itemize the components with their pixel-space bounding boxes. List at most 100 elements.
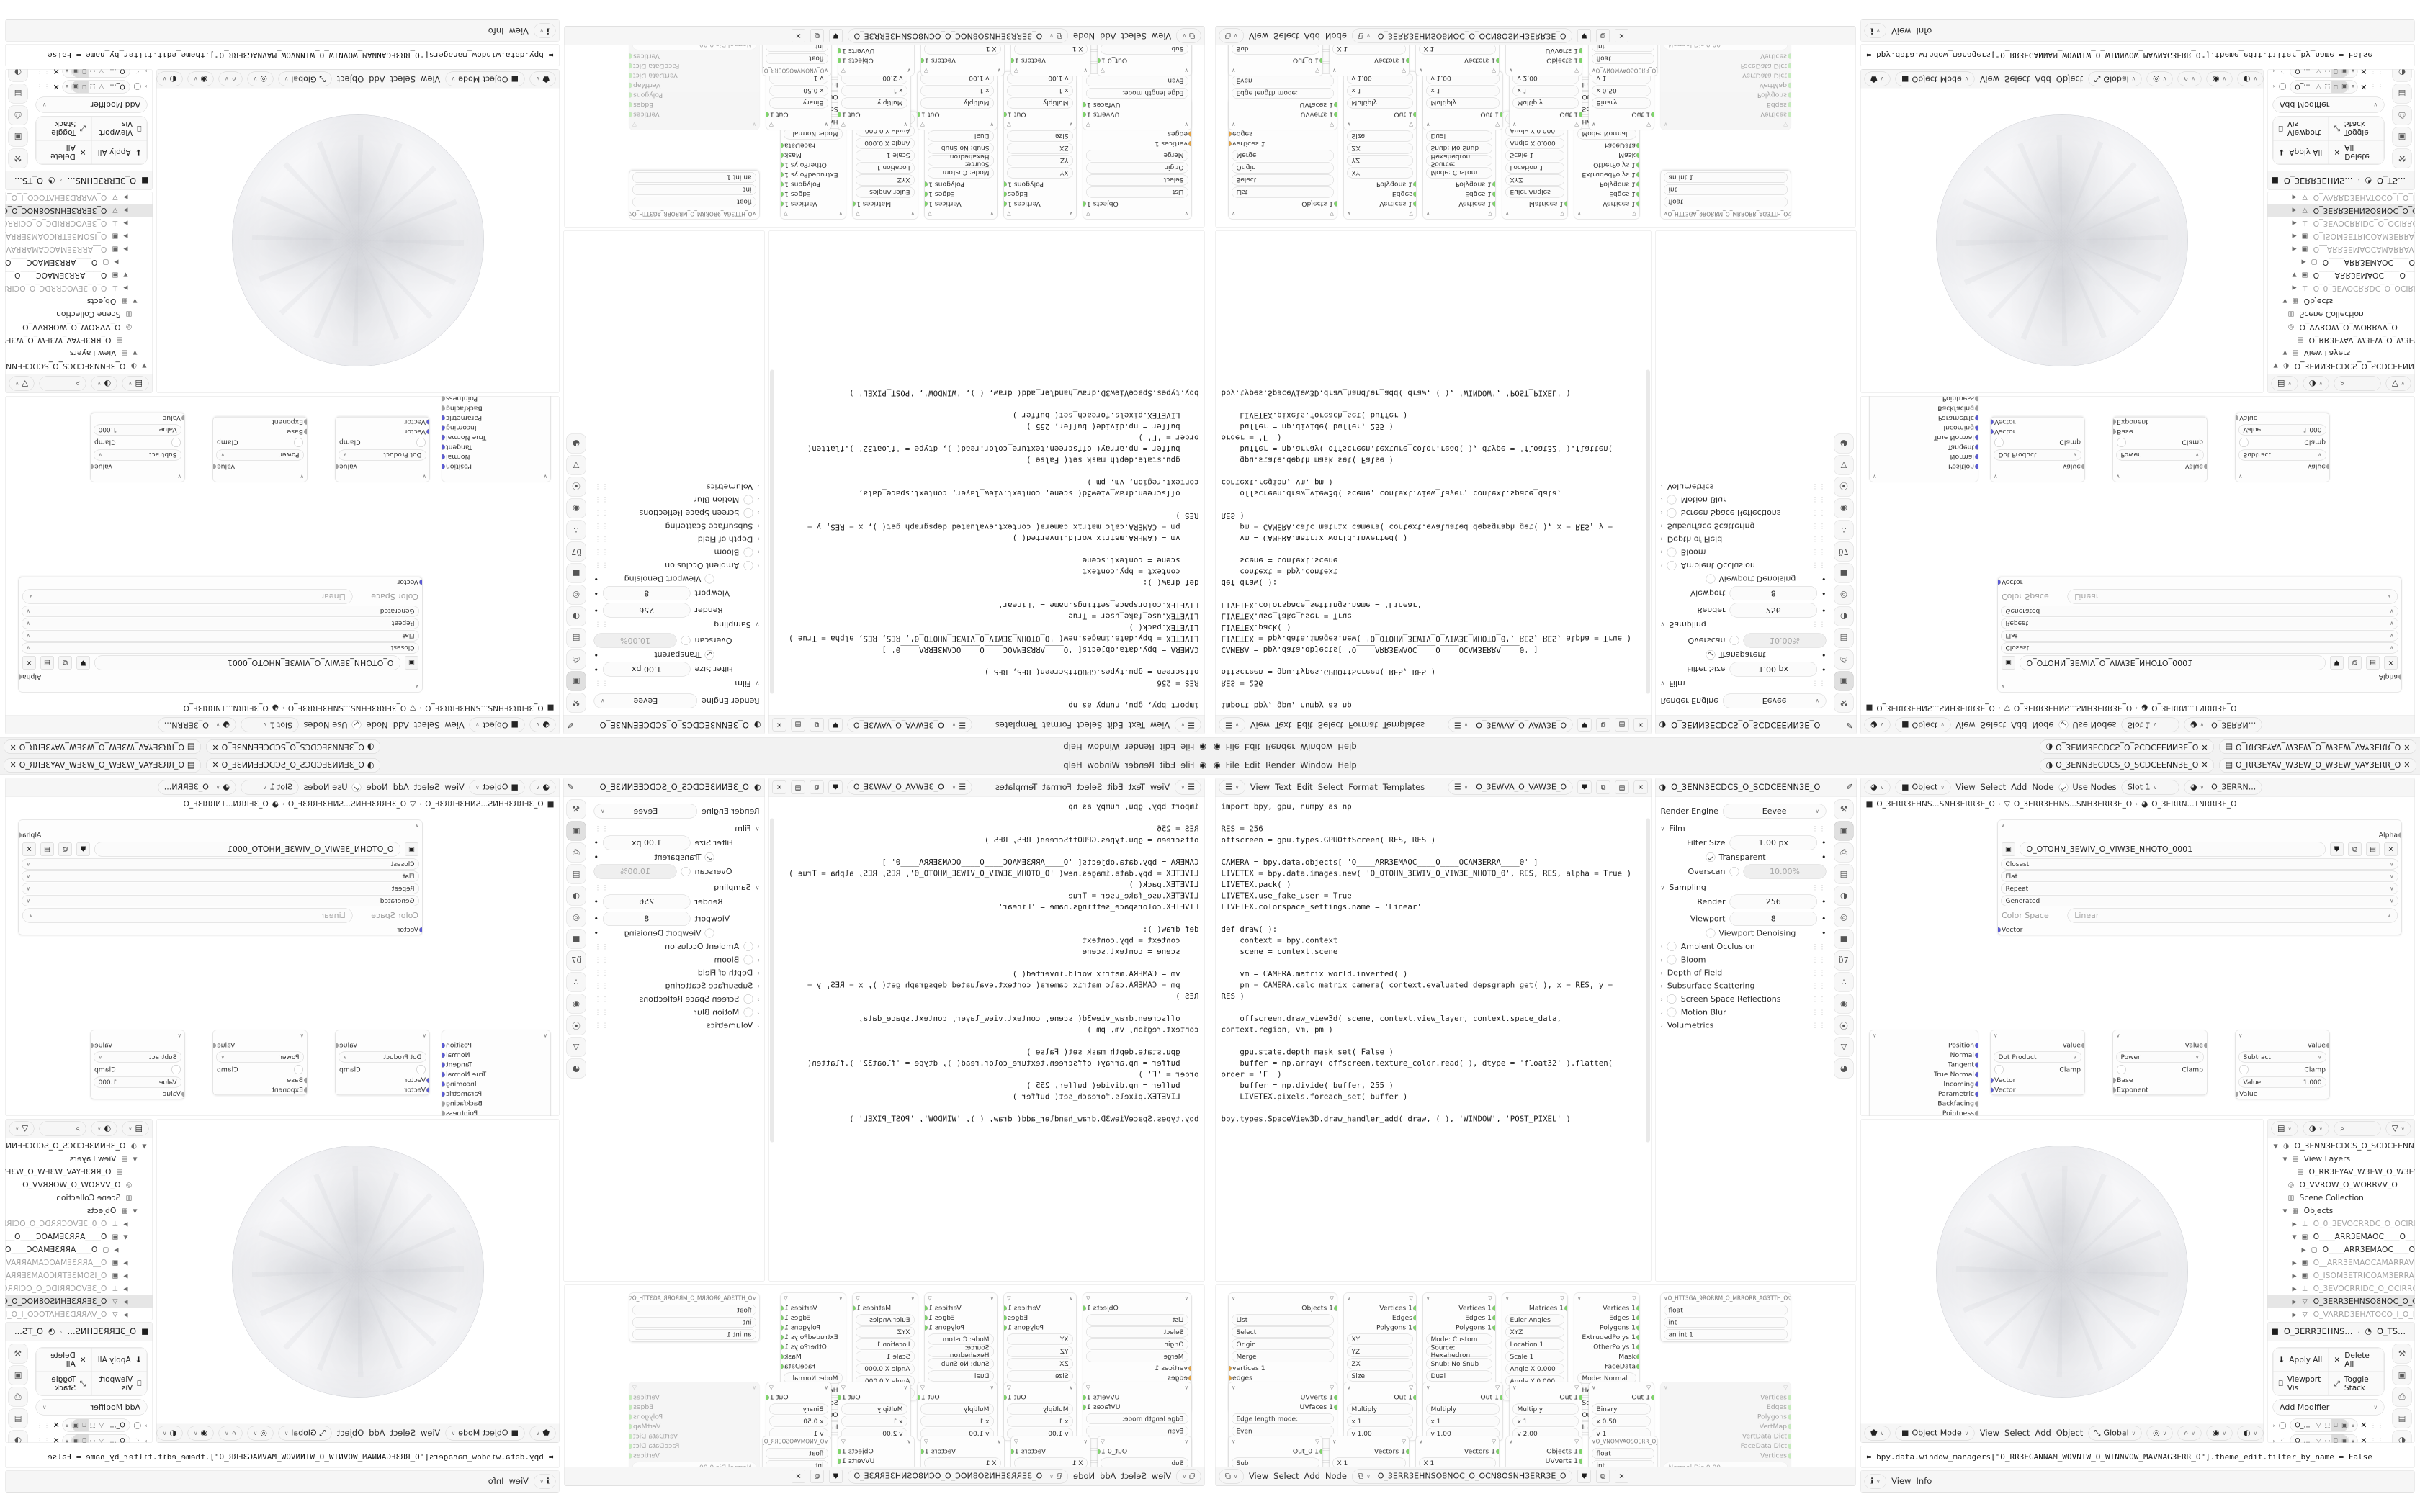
socket-input[interactable]: [426, 429, 430, 435]
info-editor-icon[interactable]: ℹ ∨: [1864, 23, 1887, 38]
collapsed-panel-motion-blur[interactable]: › Motion Blur ⋮⋮: [1661, 495, 1827, 505]
socket-geometry[interactable]: [1492, 1325, 1495, 1331]
geo-menu-node[interactable]: Node: [1073, 1471, 1095, 1481]
socket-geometry[interactable]: [1413, 1395, 1416, 1400]
socket-geometry[interactable]: [1788, 83, 1791, 89]
checkbox-overscan[interactable]: [681, 867, 691, 876]
field-value[interactable]: 8: [602, 912, 691, 926]
socket-output-value[interactable]: [2081, 464, 2085, 469]
edit-mode-toggle[interactable]: ▽: [99, 1437, 104, 1443]
cage-toggle[interactable]: ⬚: [2322, 1434, 2331, 1443]
animate-dot-icon[interactable]: •: [593, 838, 599, 847]
duplicate-icon[interactable]: ⧉: [58, 842, 72, 856]
socket-incoming[interactable]: [442, 1081, 445, 1087]
modifier-extras-menu[interactable]: ∨: [63, 69, 72, 75]
image-projection-select[interactable]: Flat ∨: [22, 870, 419, 882]
geometry-node-editor[interactable]: ∨ ▽ Objects 1 List Select Origin Merge vertices…: [1215, 1284, 1856, 1486]
socket-normal[interactable]: [442, 454, 445, 460]
text-menu-select[interactable]: Select: [1317, 720, 1344, 730]
node-header[interactable]: ∨: [2116, 1032, 2120, 1039]
delete-all-button[interactable]: ✕ Delete All: [2329, 140, 2384, 164]
modifier-icon[interactable]: ὒ7: [1834, 950, 1854, 971]
geo-menu-select[interactable]: Select: [1121, 31, 1147, 41]
socket-backfacing[interactable]: [442, 1101, 445, 1107]
math-operation-select[interactable]: Dot Product ∨: [1994, 449, 2081, 461]
modifier-delete-icon[interactable]: ✕: [53, 69, 60, 76]
node-field[interactable]: Even: [1086, 1426, 1188, 1436]
node-header[interactable]: ∨ ▽: [1506, 1436, 1582, 1446]
socket-alpha[interactable]: [18, 674, 22, 680]
socket-input[interactable]: [1228, 131, 1232, 137]
panel-grip[interactable]: ⋮⋮: [1811, 1022, 1827, 1030]
node-header[interactable]: ∨ ▽: [838, 66, 914, 76]
socket-input[interactable]: [2113, 1087, 2116, 1093]
info-menu-info[interactable]: Info: [488, 26, 504, 36]
clamp-checkbox[interactable]: [416, 1065, 426, 1074]
socket-geometry[interactable]: [1636, 1315, 1639, 1320]
expand-arrow-icon[interactable]: ▼: [2282, 349, 2287, 357]
panel-grip[interactable]: ⋮⋮: [593, 548, 609, 557]
node-field[interactable]: int: [632, 184, 756, 195]
outliner[interactable]: ▤∨◑∨⌕▽∨▼◑O_3ENN3ECDCS_O_SCDCEENN3E_O▼▤Vi…: [2267, 192, 2415, 393]
output-icon[interactable]: ⎙: [2392, 105, 2412, 125]
panel-grip[interactable]: ⋮⋮: [1811, 824, 1827, 833]
node-field[interactable]: Angle X 0.000: [1505, 1363, 1564, 1374]
view3d-editor-icon[interactable]: ⬟ ∨: [529, 1426, 556, 1441]
material-slot-select[interactable]: Slot 1 ∨: [2121, 717, 2179, 732]
expand-arrow-icon[interactable]: ▶: [123, 1259, 128, 1266]
node-tree-select[interactable]: ⧉ ∨ O_3ERR3EHNSO8NOC_O_OCN8OSNH3ERR3E_O: [1351, 1469, 1573, 1484]
outliner-row-12[interactable]: ▶▽O_3ERR3EHNSO8NOC_O_OCN▣▣: [2267, 1295, 2415, 1308]
view3d-menu-view[interactable]: View: [1979, 1428, 2000, 1438]
socket-geometry[interactable]: [1413, 1305, 1416, 1311]
node-field[interactable]: Size: [1347, 1370, 1413, 1382]
shader-editor-icon[interactable]: ◕ ∨: [1864, 717, 1891, 732]
viewport-vis-button[interactable]: ⎕ Viewport Vis: [2273, 117, 2329, 140]
clamp-checkbox[interactable]: [294, 438, 303, 447]
socket-input[interactable]: [426, 419, 430, 425]
view3d-menu-view[interactable]: View: [1979, 74, 2000, 84]
text-menu-select[interactable]: Select: [1076, 782, 1103, 792]
blender-logo-icon[interactable]: ◉: [1214, 742, 1221, 752]
modifier-extras-menu[interactable]: ∨: [2348, 69, 2357, 75]
output-icon[interactable]: ⎙: [8, 1387, 28, 1407]
socket-input[interactable]: [304, 1077, 308, 1083]
text-menu-format[interactable]: Format: [1042, 782, 1072, 792]
python-report-line[interactable]: ≔ bpy.data.window_managers["O_RR3EGANNAM_…: [5, 1446, 560, 1468]
node-header[interactable]: ∨: [2116, 473, 2120, 480]
collapsed-panel-volumetrics[interactable]: › Volumetrics ⋮⋮: [594, 1021, 760, 1030]
socket-geometry[interactable]: [1413, 1315, 1416, 1320]
info-menu-info[interactable]: Info: [1916, 1476, 1932, 1486]
clamp-row[interactable]: Clamp: [91, 437, 184, 449]
scene-selector[interactable]: ◑ O_3ENN3ECDCS_O_SCDCEENN3E_O ✕: [205, 757, 380, 773]
node-field[interactable]: XYZ: [856, 174, 915, 186]
math-value-field[interactable]: Value 1.000: [2238, 424, 2326, 436]
animate-dot-icon[interactable]: •: [1821, 852, 1827, 862]
node-field[interactable]: Snub: No Snub: [928, 1358, 994, 1369]
node-field[interactable]: x 0.50: [769, 1416, 828, 1427]
breadcrumb-item[interactable]: O_3ERR3EHNS...SNH3ERR3E_O: [425, 703, 544, 713]
realtime-toggle[interactable]: ⎕: [2331, 1419, 2340, 1431]
node-field[interactable]: x 1: [841, 1416, 908, 1427]
node-field[interactable]: Multiply: [1007, 1403, 1073, 1415]
socket-position[interactable]: [442, 464, 445, 469]
socket-geometry[interactable]: [1788, 1414, 1791, 1420]
socket-input[interactable]: [1990, 429, 1994, 435]
snap-magnet-icon[interactable]: ⌕ ∨: [218, 1426, 243, 1441]
info-menu-view[interactable]: View: [1891, 1476, 1912, 1486]
geo-node-12[interactable]: ∨▽Vectors 1X 1Y 1Z 1: [920, 1436, 1005, 1467]
node-field[interactable]: float: [766, 53, 828, 64]
snap-magnet-icon[interactable]: ⌕ ∨: [2177, 71, 2202, 86]
world-icon[interactable]: ◎: [566, 907, 586, 927]
text-menu-select[interactable]: Select: [1317, 782, 1344, 792]
node-field[interactable]: x 1: [1512, 85, 1579, 96]
geo-node-14[interactable]: ∨O_VNOMVAOSOERR_O_RR3ESONNTOMN_O▽floatin…: [1588, 1436, 1658, 1467]
add-modifier-button[interactable]: Add Modifier ∨: [35, 1399, 148, 1416]
field-value[interactable]: 8: [1729, 912, 1818, 926]
socket-geometry[interactable]: [1579, 1458, 1582, 1464]
shader-editor-icon[interactable]: ◕ ∨: [529, 717, 556, 732]
outliner-row-0[interactable]: ▼◑O_3ENN3ECDCS_O_SCDCEENN3E_O: [6, 1140, 153, 1153]
modifier-delete-icon[interactable]: ✕: [2360, 1436, 2367, 1443]
checkbox-overscan[interactable]: [681, 636, 691, 645]
node-header[interactable]: ∨ ▽: [1330, 1436, 1409, 1446]
